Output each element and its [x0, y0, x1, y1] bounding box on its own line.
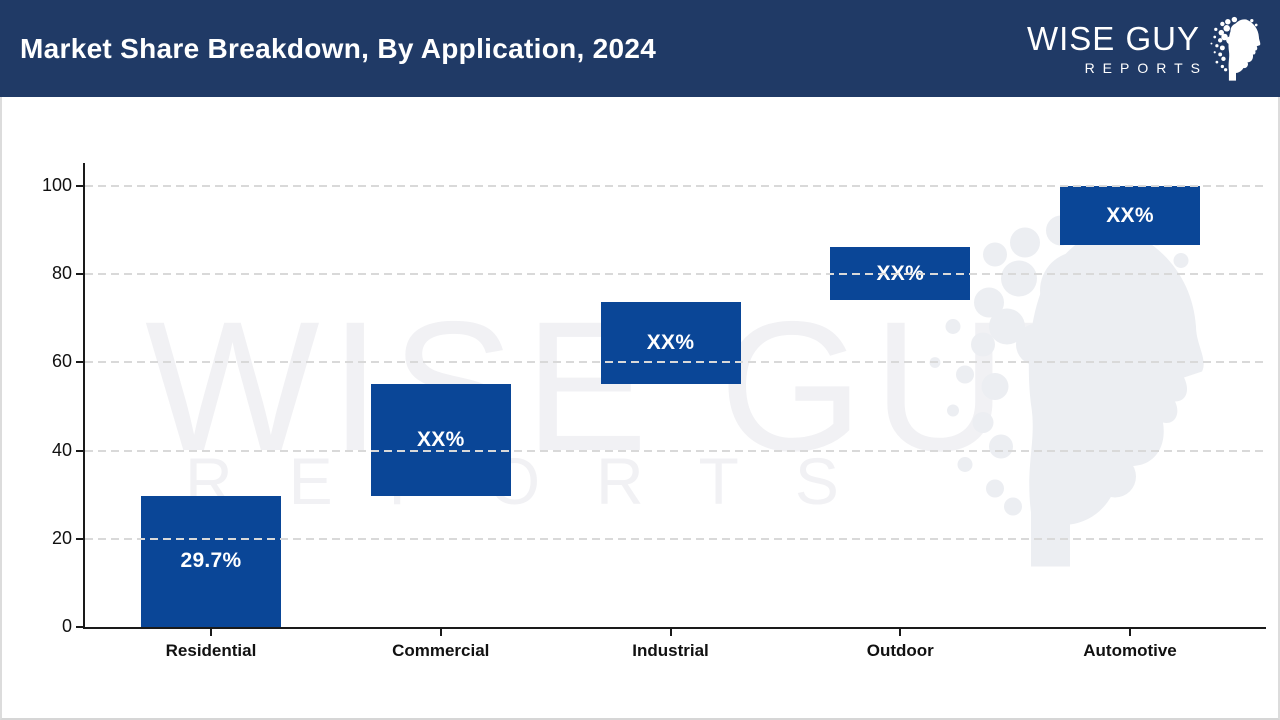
- gridline-40: [85, 449, 1266, 452]
- y-tick-mark: [76, 449, 83, 452]
- y-tick-label: 0: [61, 616, 72, 636]
- bar-residential: 29.7%: [141, 495, 281, 627]
- x-tick-mark: [1129, 629, 1131, 636]
- bar-value-label: XX%: [646, 331, 695, 355]
- watermark-text-secondary: REPORTS: [185, 444, 895, 518]
- bar-automotive: XX%: [1060, 185, 1200, 246]
- y-axis-line: [83, 163, 85, 629]
- y-tick-mark: [76, 184, 83, 187]
- x-tick-label-residential: Residential: [165, 641, 257, 660]
- y-tick-mark: [76, 626, 83, 628]
- y-tick-mark: [76, 537, 83, 540]
- y-tick-label: 80: [51, 263, 72, 283]
- y-tick-label: 100: [41, 174, 72, 195]
- page-title: Market Share Breakdown, By Application, …: [20, 32, 657, 64]
- x-tick-mark: [669, 629, 672, 636]
- x-tick-label-commercial: Commercial: [392, 641, 490, 660]
- bar-value-label: 29.7%: [180, 549, 242, 573]
- x-axis-line: [83, 627, 1266, 629]
- gridline-100: [85, 184, 1266, 187]
- x-tick-mark: [439, 629, 442, 636]
- x-tick-mark: [210, 629, 212, 636]
- brand-subname: REPORTS: [1084, 60, 1208, 76]
- x-tick-label-industrial: Industrial: [632, 641, 709, 660]
- dotted-head-icon: [1210, 16, 1261, 81]
- brand-logo-text: WISE GUY REPORTS: [1027, 22, 1200, 75]
- x-tick-mark: [899, 629, 902, 636]
- y-tick-mark: [76, 273, 83, 275]
- bar-commercial: XX%: [370, 384, 511, 496]
- brand-name: WISE GUY: [1026, 20, 1200, 57]
- bar-value-label: XX%: [1106, 203, 1154, 227]
- gridline-60: [85, 361, 1266, 364]
- header-bar: Market Share Breakdown, By Application, …: [0, 0, 1280, 97]
- bar-value-label: XX%: [416, 428, 465, 452]
- x-tick-label-automotive: Automotive: [1083, 641, 1177, 660]
- bar-industrial: XX%: [600, 301, 741, 385]
- y-tick-label: 60: [51, 351, 72, 372]
- gridline-80: [85, 273, 1266, 275]
- x-tick-label-outdoor: Outdoor: [866, 641, 934, 660]
- gridline-20: [85, 537, 1266, 540]
- brand-logo: WISE GUY REPORTS: [1027, 10, 1280, 88]
- y-tick-label: 40: [51, 439, 72, 460]
- y-tick-label: 20: [51, 527, 72, 548]
- y-tick-mark: [76, 361, 83, 364]
